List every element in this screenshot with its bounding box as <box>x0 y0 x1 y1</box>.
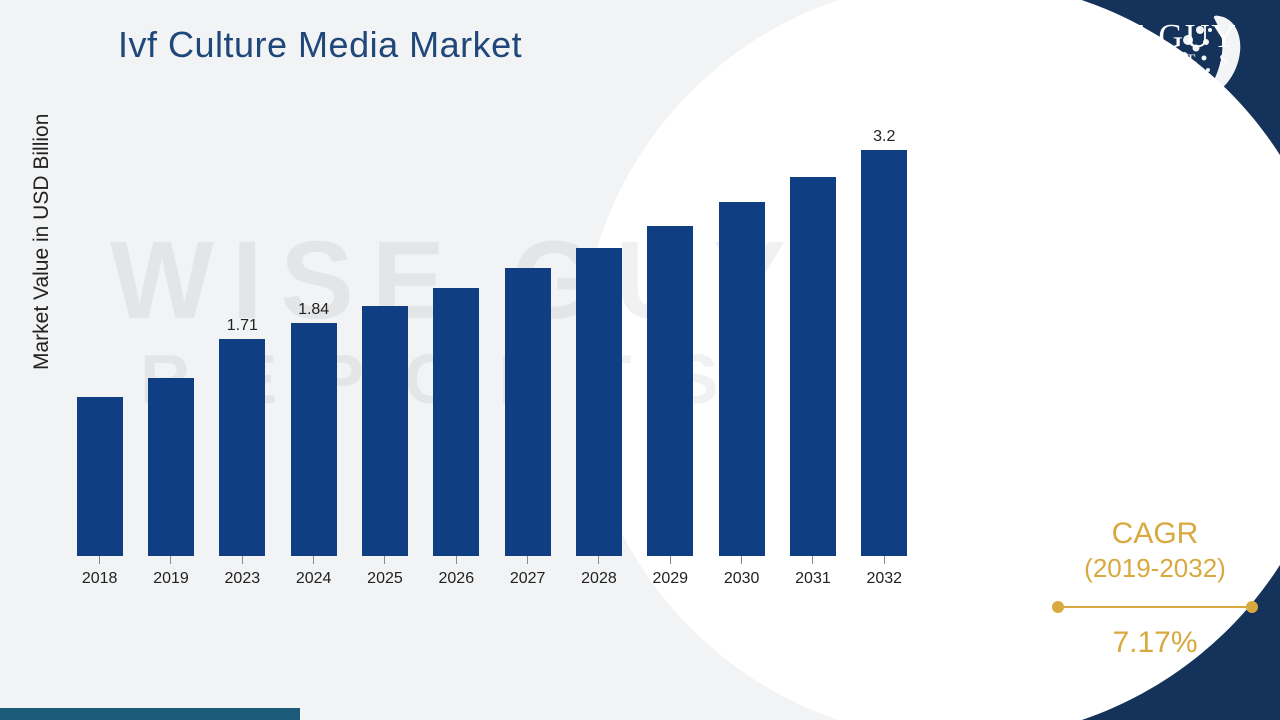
tick-mark <box>884 556 885 564</box>
x-tick: 2019 <box>147 556 194 596</box>
bar-wrap <box>718 202 765 556</box>
x-tick-label: 2028 <box>581 570 617 588</box>
x-axis: 2018 2019 2023 2024 2025 2026 2027 2028 2029 2030… <box>72 556 912 596</box>
x-tick-label: 2024 <box>296 570 332 588</box>
bottom-accent-bar <box>0 708 300 720</box>
bar-value-label: 1.84 <box>298 301 329 319</box>
tick-mark <box>170 556 171 564</box>
tick-mark <box>313 556 314 564</box>
bar <box>861 150 907 556</box>
bar <box>77 397 123 556</box>
x-tick: 2032 <box>861 556 908 596</box>
bar-wrap <box>789 177 836 556</box>
bar-wrap: 1.71 <box>219 339 266 556</box>
bar <box>291 323 337 556</box>
x-tick: 2028 <box>575 556 622 596</box>
tick-mark <box>384 556 385 564</box>
x-tick-label: 2026 <box>439 570 475 588</box>
chart-title: Ivf Culture Media Market <box>118 24 522 66</box>
bar <box>576 248 622 556</box>
x-tick-label: 2019 <box>153 570 189 588</box>
tick-mark <box>456 556 457 564</box>
bar-wrap <box>647 226 694 556</box>
tick-mark <box>670 556 671 564</box>
plot-area: 1.71 1.84 3.2 <box>72 150 912 556</box>
x-tick-label: 2025 <box>367 570 403 588</box>
bar <box>219 339 265 556</box>
x-tick: 2030 <box>718 556 765 596</box>
tick-mark <box>99 556 100 564</box>
x-tick-label: 2027 <box>510 570 546 588</box>
bar <box>719 202 765 556</box>
bar-value-label: 3.2 <box>873 128 895 146</box>
bar-value-label: 1.71 <box>227 317 258 335</box>
x-tick-label: 2023 <box>225 570 261 588</box>
tick-mark <box>812 556 813 564</box>
x-tick: 2029 <box>647 556 694 596</box>
x-tick: 2023 <box>219 556 266 596</box>
bar-wrap <box>504 268 551 556</box>
x-tick: 2026 <box>433 556 480 596</box>
y-axis-label: Market Value in USD Billion <box>30 114 54 370</box>
tick-mark <box>741 556 742 564</box>
bar-wrap <box>147 378 194 556</box>
x-tick-label: 2031 <box>795 570 831 588</box>
tick-mark <box>527 556 528 564</box>
bar <box>362 306 408 556</box>
bar <box>148 378 194 556</box>
page-root: WISE GUY REPORTS Ivf Culture Media Marke… <box>0 0 1280 720</box>
x-tick: 2031 <box>789 556 836 596</box>
tick-mark <box>242 556 243 564</box>
bar-wrap <box>76 397 123 556</box>
brand-logo: WISE GUY R E P O R T S <box>1015 18 1238 70</box>
x-tick: 2018 <box>76 556 123 596</box>
x-tick: 2027 <box>504 556 551 596</box>
x-tick-label: 2029 <box>652 570 688 588</box>
cagr-value: 7.17% <box>1030 626 1280 660</box>
cagr-range: (2019-2032) <box>1030 553 1280 584</box>
bar <box>790 177 836 556</box>
x-tick-label: 2030 <box>724 570 760 588</box>
x-tick: 2024 <box>290 556 337 596</box>
bar-wrap: 3.2 <box>861 150 908 556</box>
tick-mark <box>598 556 599 564</box>
bar <box>433 288 479 556</box>
x-tick-label: 2032 <box>866 570 902 588</box>
head-icon <box>1174 12 1244 98</box>
bar-wrap <box>433 288 480 556</box>
bar-wrap <box>361 306 408 556</box>
bars-container: 1.71 1.84 3.2 <box>72 150 912 556</box>
bar <box>505 268 551 556</box>
x-tick: 2025 <box>361 556 408 596</box>
x-tick-label: 2018 <box>82 570 118 588</box>
bar-wrap <box>575 248 622 556</box>
bar <box>647 226 693 556</box>
cagr-block: CAGR (2019-2032) 7.17% <box>1030 517 1280 660</box>
chart-area: WISE GUY REPORTS Ivf Culture Media Marke… <box>0 0 972 720</box>
cagr-title: CAGR <box>1030 517 1280 551</box>
cagr-divider <box>1058 606 1252 608</box>
bar-wrap: 1.84 <box>290 323 337 556</box>
